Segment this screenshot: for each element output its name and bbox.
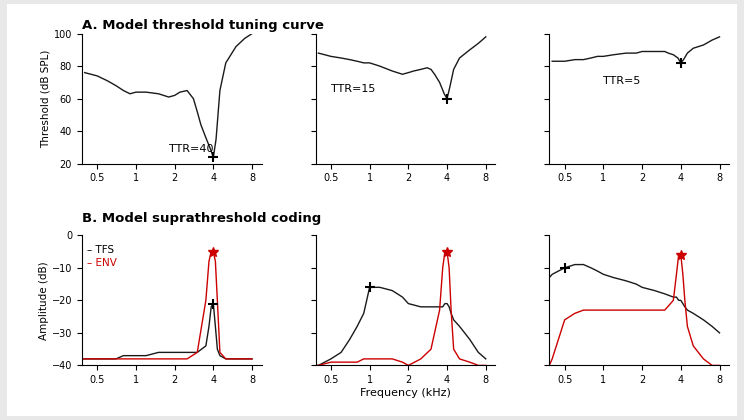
Text: – ENV: – ENV xyxy=(88,258,118,268)
Text: B. Model suprathreshold coding: B. Model suprathreshold coding xyxy=(82,212,321,225)
Text: TTR=40: TTR=40 xyxy=(169,144,214,154)
Text: TTR=5: TTR=5 xyxy=(603,76,641,86)
Y-axis label: Threshold (dB SPL): Threshold (dB SPL) xyxy=(41,50,51,148)
Text: – TFS: – TFS xyxy=(88,245,115,255)
Text: A. Model threshold tuning curve: A. Model threshold tuning curve xyxy=(82,19,324,32)
Text: TTR=15: TTR=15 xyxy=(331,84,375,94)
Y-axis label: Amplitude (dB): Amplitude (dB) xyxy=(39,261,49,340)
X-axis label: Frequency (kHz): Frequency (kHz) xyxy=(360,388,451,398)
